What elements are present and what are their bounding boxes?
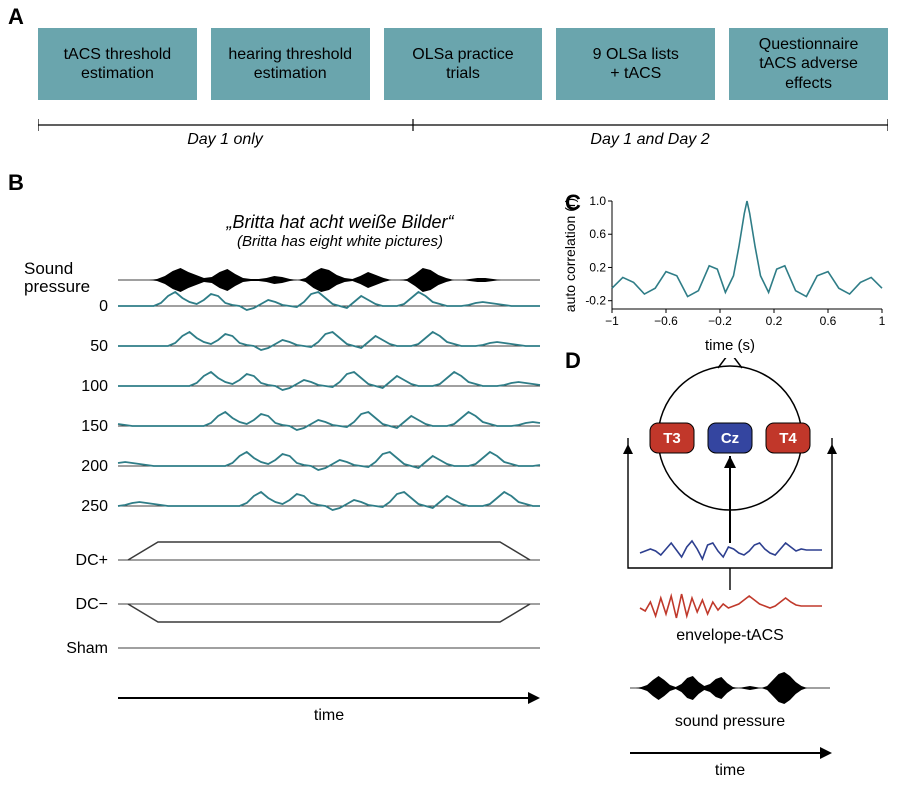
svg-text:time: time [715, 762, 745, 779]
protocol-box-2: OLSa practice trials [384, 28, 543, 100]
svg-text:50: 50 [90, 338, 108, 355]
figure-root: A B C D tACS threshold estimationhearing… [0, 0, 908, 798]
svg-text:250: 250 [81, 498, 108, 515]
svg-text:−0.6: −0.6 [654, 314, 678, 328]
c-ylabel: auto correlation (r) [560, 195, 580, 315]
timeline-label-day1: Day 1 only [38, 131, 412, 149]
svg-text:Cz: Cz [721, 430, 739, 447]
svg-text:0.2: 0.2 [589, 260, 606, 274]
svg-text:0: 0 [99, 298, 108, 315]
panel-label-a: A [8, 4, 24, 30]
c-xlabel: time (s) [570, 337, 890, 354]
sentence-en: (Britta has eight white pictures) [160, 233, 520, 250]
svg-text:0.6: 0.6 [820, 314, 837, 328]
svg-text:DC−: DC− [76, 596, 108, 613]
svg-text:T4: T4 [779, 430, 797, 447]
protocol-boxes: tACS threshold estimationhearing thresho… [38, 28, 888, 100]
svg-text:envelope-tACS: envelope-tACS [676, 627, 784, 644]
svg-text:150: 150 [81, 418, 108, 435]
svg-text:sound pressure: sound pressure [675, 713, 785, 730]
svg-text:1.0: 1.0 [589, 195, 606, 208]
svg-text:−1: −1 [605, 314, 619, 328]
svg-text:1: 1 [879, 314, 886, 328]
protocol-timeline: Day 1 only Day 1 and Day 2 [38, 115, 888, 155]
svg-text:−0.2: −0.2 [708, 314, 732, 328]
timeline-label-day12: Day 1 and Day 2 [412, 131, 888, 149]
panel-d: T3 Cz T4 envelope-tACS sound pressure time [570, 358, 890, 788]
svg-text:DC+: DC+ [76, 552, 108, 569]
autocorr-plot: -0.2 0.2 0.6 1.0 −1 −0.6 −0.2 0.2 0.6 1 [570, 195, 890, 335]
panel-b-svg: Soundpressure 0 50 100 150 200 250 DC+ DC− Sham ti… [10, 190, 550, 780]
panel-b: „Britta hat acht weiße Bilder“ (Britta h… [10, 190, 550, 780]
svg-text:0.6: 0.6 [589, 227, 606, 241]
protocol-box-4: Questionnaire tACS adverse effects [729, 28, 888, 100]
svg-text:time: time [314, 707, 344, 724]
svg-text:200: 200 [81, 458, 108, 475]
svg-text:0.2: 0.2 [766, 314, 783, 328]
svg-text:Sound: Sound [24, 259, 73, 278]
protocol-box-1: hearing threshold estimation [211, 28, 370, 100]
sentence-de: „Britta hat acht weiße Bilder“ [160, 212, 520, 233]
svg-text:-0.2: -0.2 [585, 294, 606, 308]
protocol-box-3: 9 OLSa lists + tACS [556, 28, 715, 100]
svg-text:100: 100 [81, 378, 108, 395]
svg-text:Sham: Sham [66, 640, 108, 657]
svg-text:T3: T3 [663, 430, 681, 447]
stimulus-sentence: „Britta hat acht weiße Bilder“ (Britta h… [160, 212, 520, 250]
protocol-box-0: tACS threshold estimation [38, 28, 197, 100]
svg-text:pressure: pressure [24, 277, 90, 296]
montage-diagram: T3 Cz T4 envelope-tACS sound pressure time [570, 358, 890, 788]
panel-c: auto correlation (r) -0.20.20.61.0−1−0.6… [570, 195, 890, 350]
